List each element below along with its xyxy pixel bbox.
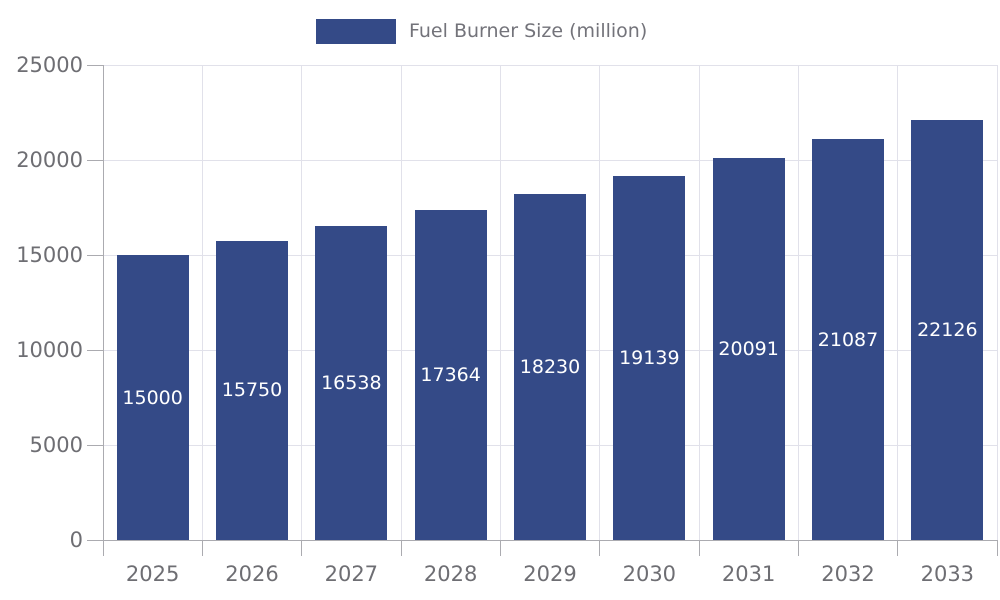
x-axis-tick — [599, 540, 601, 556]
x-tick-label: 2027 — [324, 562, 379, 586]
bar[interactable] — [613, 176, 686, 540]
bar-value-label: 16538 — [321, 371, 382, 394]
y-axis-tick — [87, 64, 103, 66]
grid-line-v — [698, 65, 700, 540]
legend-label: Fuel Burner Size (million) — [409, 20, 648, 42]
grid-line-v — [897, 65, 899, 540]
grid-line-v — [499, 65, 501, 540]
x-axis-tick — [201, 540, 203, 556]
y-axis-tick — [87, 539, 103, 541]
x-axis-tick — [301, 540, 303, 556]
bar[interactable] — [712, 158, 785, 540]
x-tick-label: 2032 — [821, 562, 875, 586]
x-axis-tick — [499, 540, 501, 556]
y-tick-label: 0 — [69, 528, 83, 552]
grid-line-v — [599, 65, 601, 540]
x-tick-label: 2031 — [721, 562, 776, 586]
legend-swatch — [316, 19, 396, 44]
grid-line-v — [797, 65, 799, 540]
x-axis-tick — [698, 540, 700, 556]
x-axis-tick — [996, 540, 998, 556]
bar-value-label: 21087 — [817, 328, 879, 351]
bar-value-label: 18230 — [519, 355, 581, 378]
x-axis-tick — [897, 540, 899, 556]
bar[interactable] — [812, 139, 884, 540]
bar[interactable] — [414, 210, 487, 540]
x-tick-label: 2033 — [920, 562, 975, 586]
bar[interactable] — [911, 119, 984, 540]
x-axis-tick — [400, 540, 402, 556]
grid-line-v — [996, 65, 998, 540]
y-axis-line — [102, 65, 104, 556]
y-tick-label: 15000 — [16, 243, 83, 267]
grid-line-h — [103, 159, 997, 161]
x-tick-label: 2030 — [622, 562, 677, 586]
grid-line-h — [103, 64, 997, 66]
y-tick-label: 20000 — [16, 148, 83, 172]
x-axis-tick — [797, 540, 799, 556]
x-axis-line — [103, 539, 997, 541]
bar-value-label: 15750 — [221, 379, 283, 402]
x-tick-label: 2029 — [523, 562, 577, 586]
bar-value-label: 20091 — [718, 338, 779, 361]
x-tick-label: 2028 — [423, 562, 478, 586]
x-tick-label: 2025 — [125, 562, 180, 586]
bar-value-label: 22126 — [917, 318, 978, 341]
y-tick-label: 25000 — [16, 53, 83, 77]
bar[interactable] — [315, 225, 388, 540]
x-tick-label: 2026 — [225, 562, 279, 586]
bar[interactable] — [216, 240, 288, 540]
bar-value-label: 17364 — [420, 364, 481, 387]
y-axis-tick — [87, 444, 103, 446]
y-axis-tick — [87, 254, 103, 256]
bar[interactable] — [116, 255, 189, 540]
legend-item[interactable]: Fuel Burner Size (million) — [316, 19, 647, 44]
bar-value-label: 15000 — [122, 386, 183, 409]
y-axis-tick — [87, 159, 103, 161]
bar[interactable] — [514, 193, 586, 540]
grid-line-v — [400, 65, 402, 540]
bar-value-label: 19139 — [619, 347, 680, 370]
grid-line-v — [201, 65, 203, 540]
grid-line-v — [301, 65, 303, 540]
y-tick-label: 10000 — [16, 338, 83, 362]
y-axis-tick — [87, 349, 103, 351]
y-tick-label: 5000 — [29, 433, 83, 457]
